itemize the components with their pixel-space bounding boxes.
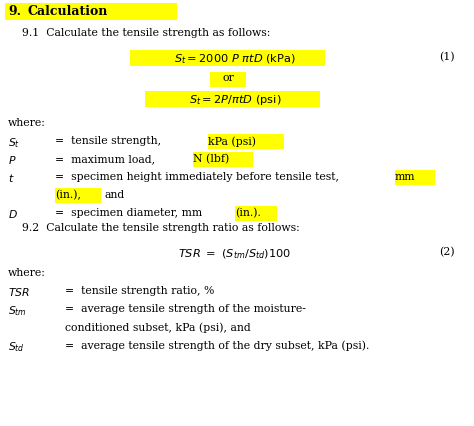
Text: (1): (1)	[439, 52, 455, 62]
Text: (2): (2)	[439, 246, 455, 257]
Bar	[130, 51, 325, 67]
Text: $S_t$: $S_t$	[8, 136, 20, 150]
Bar	[5, 4, 177, 21]
Text: =  average tensile strength of the dry subset, kPa (psi).: = average tensile strength of the dry su…	[65, 339, 369, 350]
Text: =  specimen height immediately before tensile test,: = specimen height immediately before ten…	[55, 172, 343, 181]
Text: $S_t = 2000\ P\ \pi tD\ \mathrm{(kPa)}$: $S_t = 2000\ P\ \pi tD\ \mathrm{(kPa)}$	[174, 52, 296, 66]
Text: $S_{td}$: $S_{td}$	[8, 339, 25, 353]
Bar	[193, 153, 253, 167]
Text: N (lbf): N (lbf)	[193, 154, 229, 164]
Text: (in.).: (in.).	[235, 207, 261, 218]
Text: conditioned subset, kPa (psi), and: conditioned subset, kPa (psi), and	[65, 321, 251, 332]
Text: where:: where:	[8, 268, 46, 277]
Text: (in.),: (in.),	[55, 190, 81, 200]
Text: or: or	[222, 73, 234, 83]
Text: $t$: $t$	[8, 172, 15, 184]
Bar	[145, 92, 320, 108]
Text: =  tensile strength,: = tensile strength,	[55, 136, 164, 146]
Text: $TSR\ =\ (S_{tm}/S_{td})100$: $TSR\ =\ (S_{tm}/S_{td})100$	[178, 246, 292, 260]
Text: kPa (psi): kPa (psi)	[208, 136, 256, 146]
Text: mm: mm	[395, 172, 416, 181]
Text: $P$: $P$	[8, 154, 17, 166]
Text: 9.: 9.	[8, 5, 21, 18]
Text: 9.2  Calculate the tensile strength ratio as follows:: 9.2 Calculate the tensile strength ratio…	[22, 222, 300, 233]
Text: $D$: $D$	[8, 207, 18, 219]
Text: =  maximum load,: = maximum load,	[55, 154, 159, 164]
Text: =  tensile strength ratio, %: = tensile strength ratio, %	[65, 285, 214, 295]
Text: $S_{tm}$: $S_{tm}$	[8, 303, 27, 317]
Text: where:: where:	[8, 118, 46, 128]
Bar	[55, 189, 101, 204]
Bar	[395, 170, 435, 186]
Text: =  specimen diameter, mm: = specimen diameter, mm	[55, 207, 206, 218]
Bar	[235, 207, 277, 222]
Text: =  average tensile strength of the moisture-: = average tensile strength of the moistu…	[65, 303, 306, 313]
Text: Calculation: Calculation	[28, 5, 109, 18]
Bar	[210, 73, 246, 88]
Text: $TSR$: $TSR$	[8, 285, 30, 297]
Bar	[208, 135, 284, 150]
Text: $S_t = 2P/\pi tD\ \mathrm{(psi)}$: $S_t = 2P/\pi tD\ \mathrm{(psi)}$	[189, 93, 281, 107]
Text: and: and	[105, 190, 125, 199]
Text: 9.1  Calculate the tensile strength as follows:: 9.1 Calculate the tensile strength as fo…	[22, 28, 270, 38]
